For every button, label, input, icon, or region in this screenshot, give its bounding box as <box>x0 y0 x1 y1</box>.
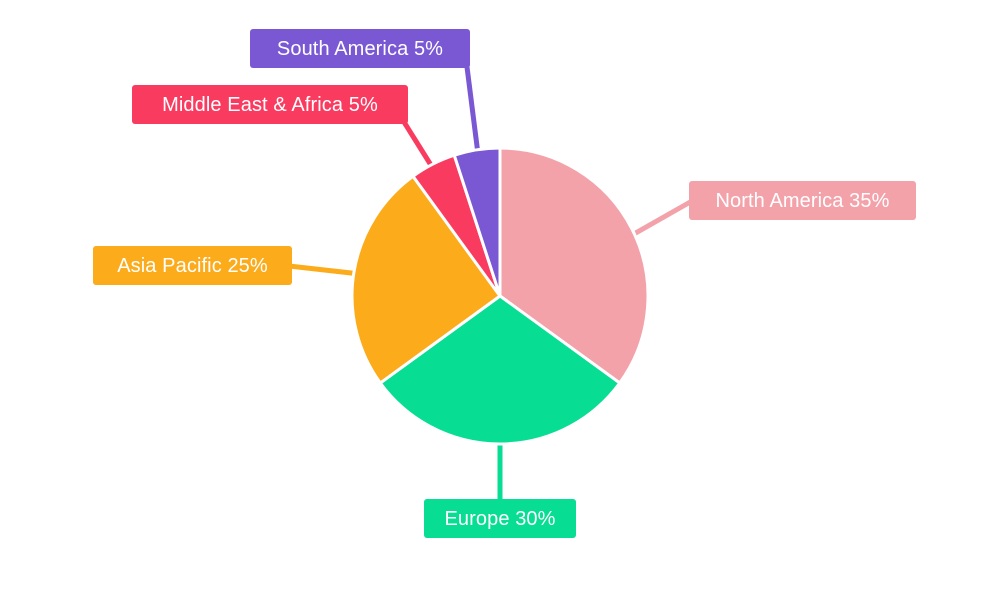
leader-line-north-america <box>632 198 694 237</box>
leader-line-asia-pacific <box>288 263 361 277</box>
pie-slice-asia-pacific[interactable] <box>350 174 502 385</box>
pie-slice-europe[interactable] <box>378 294 622 446</box>
leader-lines <box>288 66 694 501</box>
slice-label-north-america[interactable]: North America 35% <box>689 181 916 220</box>
slice-label-middle-east-africa[interactable]: Middle East & Africa 5% <box>132 85 408 124</box>
pie-slice-south-america[interactable] <box>452 146 502 298</box>
pie-slice-north-america[interactable] <box>498 146 650 385</box>
slice-label-europe[interactable]: Europe 30% <box>424 499 576 538</box>
pie-slices-group <box>350 146 650 446</box>
slice-label-south-america[interactable]: South America 5% <box>250 29 470 68</box>
leader-line-middle-east-africa <box>401 120 437 172</box>
slice-label-asia-pacific[interactable]: Asia Pacific 25% <box>93 246 292 285</box>
leader-line-south-america <box>464 66 481 155</box>
